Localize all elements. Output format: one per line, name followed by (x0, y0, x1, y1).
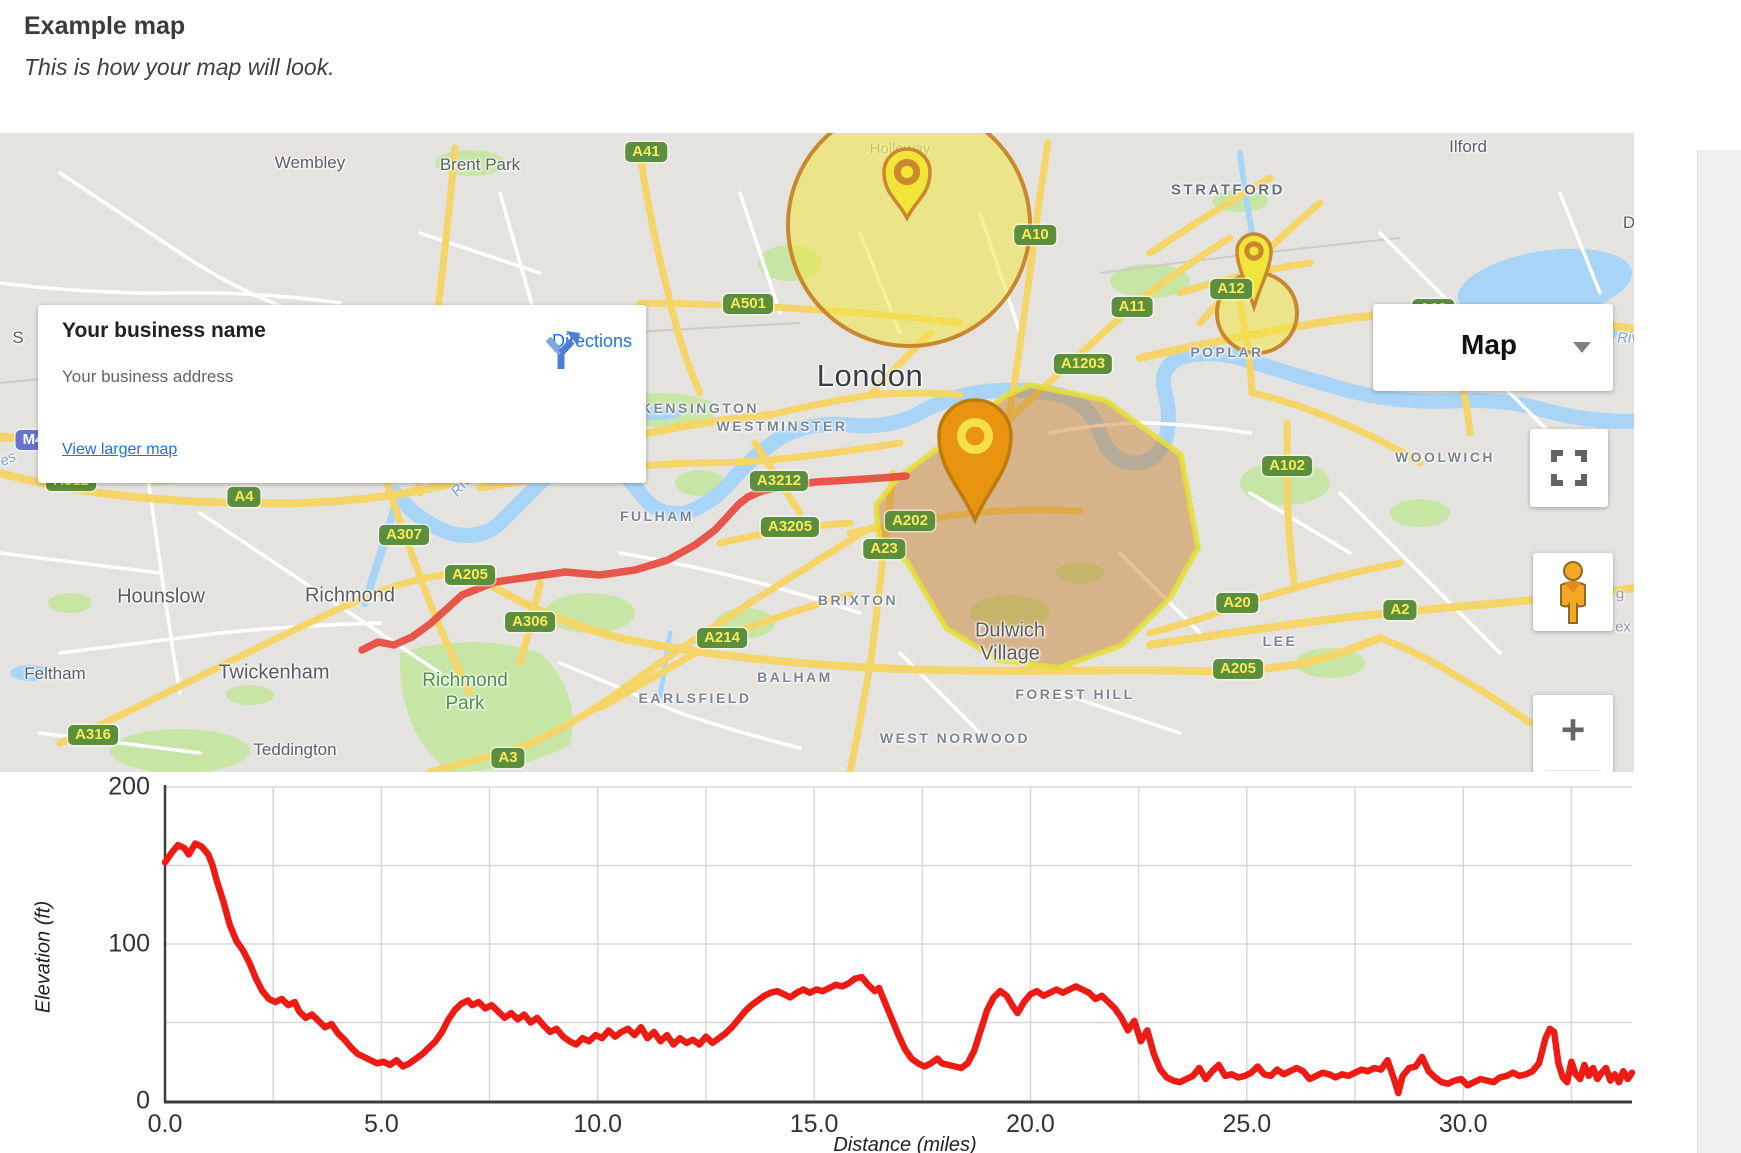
road-badge-a501: A501 (723, 294, 773, 314)
road-badge-a205: A205 (445, 565, 495, 585)
page-subtitle: This is how your map will look. (24, 54, 335, 80)
road-badge-a202: A202 (885, 511, 935, 531)
road-badge-a307: A307 (379, 525, 429, 545)
road-badge-a3205: A3205 (760, 517, 820, 537)
marker-pin-hole (957, 418, 994, 455)
road-badge-a20: A20 (1216, 593, 1258, 613)
marker-pin-hole (893, 158, 921, 186)
business-info-card: Your business name Your business address… (38, 305, 646, 483)
business-address: Your business address (62, 367, 234, 386)
y-tick-label: 200 (108, 772, 150, 801)
marker-pin-orange (937, 398, 1013, 525)
x-axis-label: Distance (miles) (833, 1134, 977, 1153)
zoom-control: + − (1533, 695, 1613, 772)
road-badge-a2: A2 (1383, 600, 1417, 620)
page-title: Example map (24, 12, 186, 40)
road-badge-a4: A4 (227, 487, 261, 507)
x-tick-label: 0.0 (147, 1110, 183, 1138)
fullscreen-button[interactable] (1530, 429, 1608, 507)
road-badge-a316: A316 (68, 725, 118, 745)
road-badge-a3212: A3212 (749, 471, 809, 491)
elevation-series-line (161, 840, 1636, 1097)
route-line-overlay (358, 472, 910, 654)
road-badge-a10: A10 (1014, 225, 1056, 245)
pegman-streetview-button[interactable] (1533, 553, 1613, 631)
y-axis-label: Elevation (ft) (32, 900, 55, 1014)
zoom-in-button[interactable]: + (1560, 706, 1586, 753)
map-overlays (358, 133, 1299, 671)
y-tick-label: 0 (136, 1086, 150, 1115)
road-badge-a1203: A1203 (1053, 354, 1113, 374)
business-name: Your business name (62, 319, 266, 342)
road-badge-a205: A205 (1213, 659, 1263, 679)
elevation-chart: Elevation (ft) Distance (miles) 0 100 200 … (0, 772, 1741, 1153)
y-tick-label: 100 (108, 929, 150, 958)
road-badge-a214: A214 (697, 628, 747, 648)
map-type-value: Map (1461, 329, 1517, 360)
road-badge-a3: A3 (491, 748, 525, 768)
road-badge-a41: A41 (625, 142, 667, 162)
pegman-icon (1560, 561, 1586, 624)
road-badge-a12: A12 (1210, 279, 1252, 299)
x-tick-label: 10.0 (573, 1110, 623, 1138)
marker-pin-hole (1244, 241, 1264, 261)
x-tick-label: 30.0 (1438, 1110, 1488, 1138)
road-badge-a306: A306 (505, 612, 555, 632)
road-badge-a23: A23 (863, 539, 905, 559)
x-tick-label: 25.0 (1222, 1110, 1272, 1138)
directions-fork-icon (545, 331, 580, 369)
road-badge-a11: A11 (1111, 297, 1153, 317)
chevron-down-icon (1573, 342, 1591, 353)
directions-button[interactable]: Directions (538, 325, 646, 369)
zoom-divider (1545, 770, 1601, 771)
x-tick-label: 20.0 (1006, 1110, 1055, 1138)
view-larger-map-link[interactable]: View larger map (62, 441, 178, 458)
road-badge-a102: A102 (1262, 456, 1312, 476)
elevation-chart-plot (161, 785, 1636, 1104)
map-type-selector[interactable]: Map (1373, 304, 1613, 391)
map-canvas[interactable]: Holloway LondonSouthallBrentfordHounslow… (0, 133, 1634, 772)
fullscreen-icon (1551, 450, 1587, 486)
x-tick-label: 5.0 (363, 1110, 399, 1138)
x-tick-label: 15.0 (789, 1110, 839, 1138)
page-scrollbar-track[interactable] (1697, 150, 1741, 1153)
